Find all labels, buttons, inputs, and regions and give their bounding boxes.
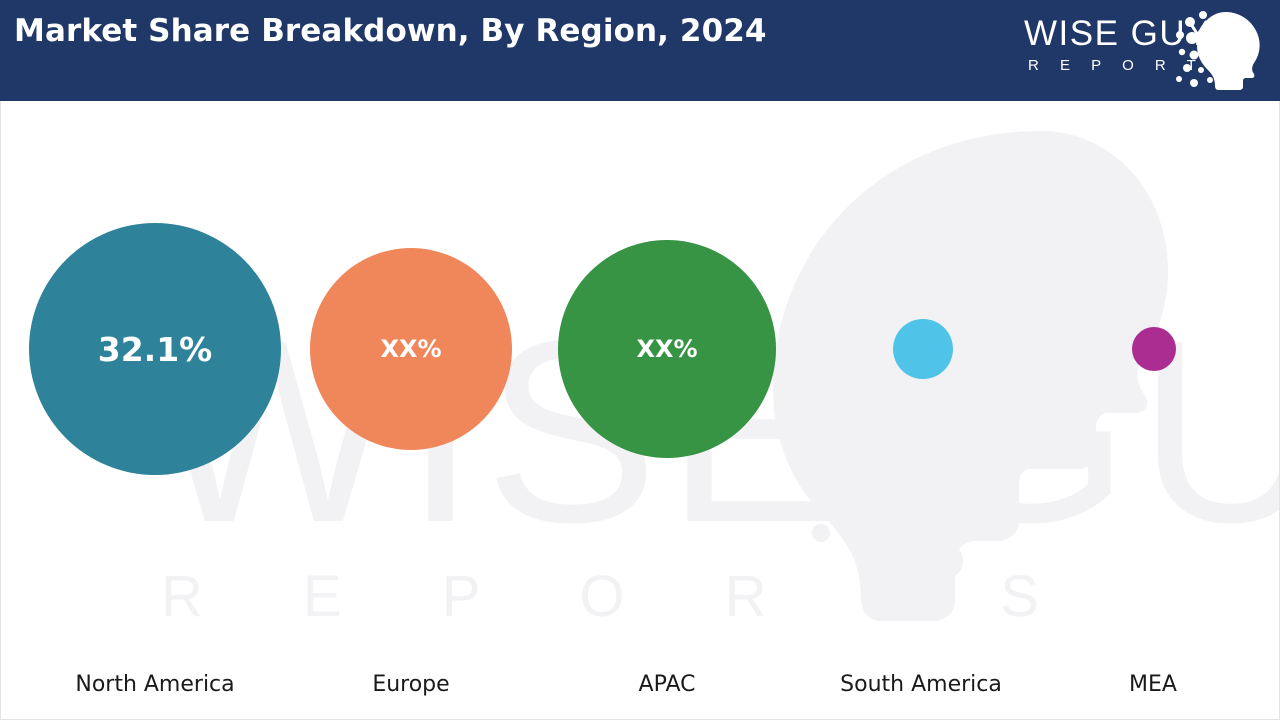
page-title: Market Share Breakdown, By Region, 2024 <box>14 13 767 49</box>
logo-subtext: R E P O R T S <box>1028 57 1236 74</box>
bubble-mea[interactable] <box>1132 327 1176 371</box>
bubble-north-america[interactable]: 32.1% <box>29 223 281 475</box>
brand-logo: WISE GUY R E P O R T S <box>1016 8 1262 92</box>
head-profile-dots-icon <box>1176 11 1260 90</box>
chart-plot-area: WISE GUY R E P O R T S <box>0 101 1280 720</box>
category-label-apac: APAC <box>638 672 696 697</box>
bubble-layer: 32.1% XX% XX% North America Europe APAC … <box>1 101 1279 719</box>
category-label-north-america: North America <box>75 672 235 697</box>
category-label-mea: MEA <box>1129 672 1177 697</box>
bubble-value-europe: XX% <box>380 335 442 363</box>
bubble-apac[interactable]: XX% <box>558 240 776 458</box>
bubble-europe[interactable]: XX% <box>310 248 512 450</box>
bubble-south-america[interactable] <box>893 319 953 379</box>
category-label-south-america: South America <box>840 672 1002 697</box>
bubble-value-north-america: 32.1% <box>97 329 213 369</box>
category-label-europe: Europe <box>372 672 450 697</box>
header-bar: Market Share Breakdown, By Region, 2024 … <box>0 0 1280 101</box>
bubble-value-apac: XX% <box>636 335 698 363</box>
